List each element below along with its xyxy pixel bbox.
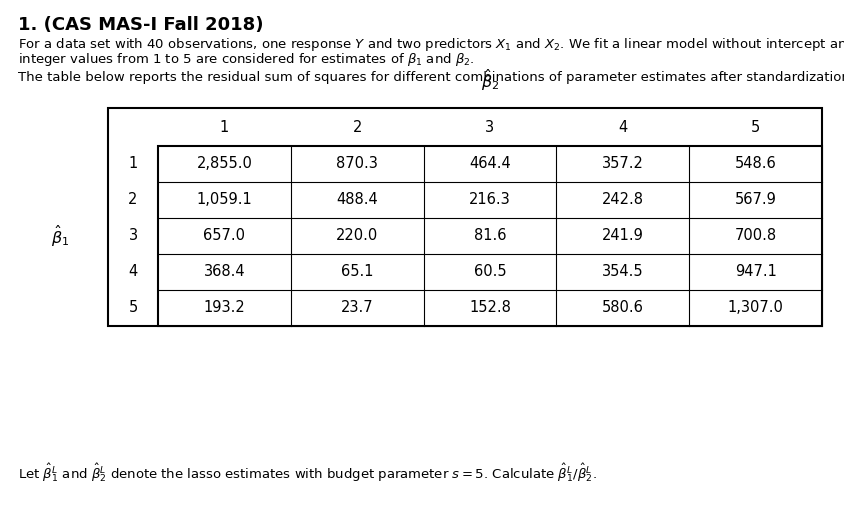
Text: 368.4: 368.4 bbox=[203, 265, 246, 280]
Text: 152.8: 152.8 bbox=[469, 300, 511, 315]
Text: 464.4: 464.4 bbox=[469, 156, 511, 171]
Text: $\hat{\beta}_1$: $\hat{\beta}_1$ bbox=[51, 223, 69, 249]
Text: 357.2: 357.2 bbox=[602, 156, 644, 171]
Text: 580.6: 580.6 bbox=[602, 300, 644, 315]
Text: 1: 1 bbox=[128, 156, 138, 171]
Text: 4: 4 bbox=[618, 120, 627, 135]
Text: 242.8: 242.8 bbox=[602, 192, 644, 207]
Text: 81.6: 81.6 bbox=[473, 229, 506, 244]
Text: 488.4: 488.4 bbox=[336, 192, 378, 207]
Text: 1,307.0: 1,307.0 bbox=[728, 300, 783, 315]
Text: 2,855.0: 2,855.0 bbox=[197, 156, 252, 171]
Text: 2: 2 bbox=[353, 120, 362, 135]
Text: 947.1: 947.1 bbox=[734, 265, 776, 280]
Text: 3: 3 bbox=[485, 120, 495, 135]
Text: 60.5: 60.5 bbox=[473, 265, 506, 280]
Text: 1: 1 bbox=[219, 120, 229, 135]
Text: 700.8: 700.8 bbox=[734, 229, 776, 244]
Text: 216.3: 216.3 bbox=[469, 192, 511, 207]
Text: 548.6: 548.6 bbox=[735, 156, 776, 171]
Text: 193.2: 193.2 bbox=[203, 300, 246, 315]
Text: $\hat{\beta}_2$: $\hat{\beta}_2$ bbox=[481, 68, 499, 92]
Text: 354.5: 354.5 bbox=[602, 265, 644, 280]
Text: 5: 5 bbox=[751, 120, 760, 135]
Text: 1. (CAS MAS-I Fall 2018): 1. (CAS MAS-I Fall 2018) bbox=[18, 16, 263, 34]
Text: 2: 2 bbox=[128, 192, 138, 207]
Text: 220.0: 220.0 bbox=[336, 229, 378, 244]
Text: 3: 3 bbox=[128, 229, 138, 244]
Text: For a data set with 40 observations, one response $Y$ and two predictors $X_1$ a: For a data set with 40 observations, one… bbox=[18, 36, 844, 53]
Text: The table below reports the residual sum of squares for different combinations o: The table below reports the residual sum… bbox=[18, 71, 844, 84]
Text: integer values from 1 to 5 are considered for estimates of $\beta_1$ and $\beta_: integer values from 1 to 5 are considere… bbox=[18, 51, 474, 68]
Bar bbox=[158, 146, 822, 326]
Text: 65.1: 65.1 bbox=[341, 265, 373, 280]
Bar bbox=[108, 108, 822, 326]
Text: 870.3: 870.3 bbox=[336, 156, 378, 171]
Text: 5: 5 bbox=[128, 300, 138, 315]
Text: Let $\hat{\beta}_1^L$ and $\hat{\beta}_2^L$ denote the lasso estimates with budg: Let $\hat{\beta}_1^L$ and $\hat{\beta}_2… bbox=[18, 461, 597, 483]
Text: 1,059.1: 1,059.1 bbox=[197, 192, 252, 207]
Text: 567.9: 567.9 bbox=[734, 192, 776, 207]
Text: 657.0: 657.0 bbox=[203, 229, 246, 244]
Text: 241.9: 241.9 bbox=[602, 229, 644, 244]
Text: 23.7: 23.7 bbox=[341, 300, 374, 315]
Text: 4: 4 bbox=[128, 265, 138, 280]
